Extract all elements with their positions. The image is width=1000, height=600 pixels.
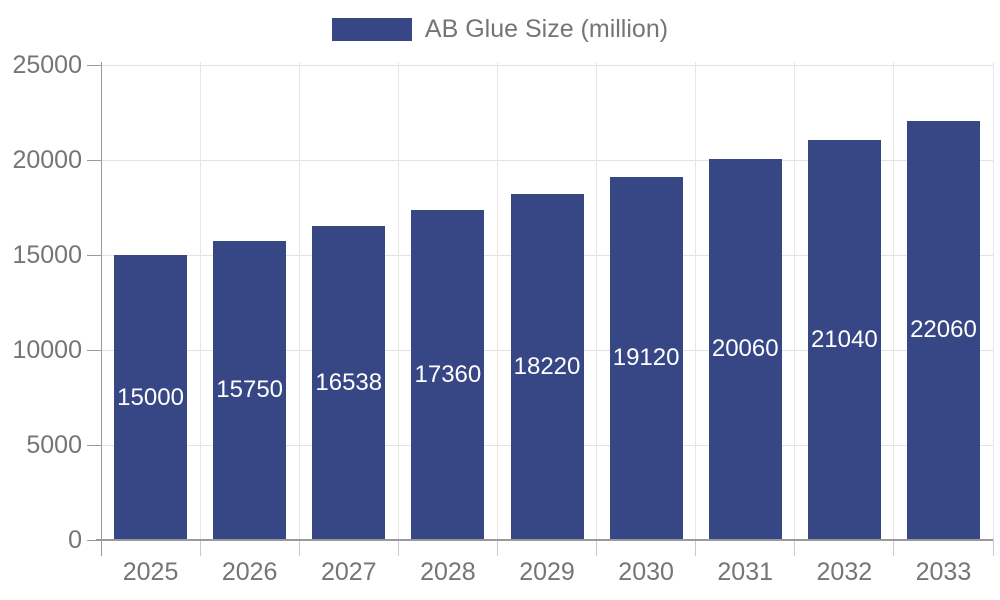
bar-2028: 17360 [411,210,485,540]
v-gridline [695,62,697,540]
y-axis-tick [87,539,101,541]
bar-value-label: 19120 [612,344,680,372]
x-axis-label: 2033 [915,558,972,586]
v-gridline [893,62,895,540]
x-axis-label: 2030 [618,558,674,586]
v-gridline [794,62,796,540]
bar-2033: 22060 [906,120,980,540]
y-axis-tick [87,159,101,161]
x-axis-tick [596,540,598,556]
x-axis-tick [992,540,994,556]
bar-2025: 15000 [114,255,188,540]
bar-value-label: 18220 [513,352,581,380]
y-axis-label: 15000 [12,241,82,269]
bar-2029: 18220 [510,193,584,540]
bar-value-label: 16538 [315,368,383,396]
bar-value-label: 22060 [910,316,977,344]
bar-2031: 20060 [708,158,782,540]
bar-value-label: 17360 [414,361,482,389]
y-axis-tick [87,254,101,256]
x-axis-label: 2032 [816,558,873,586]
y-axis-label: 5000 [26,431,82,459]
x-axis-tick [893,540,895,556]
y-axis-tick [87,349,101,351]
x-axis-tick [695,540,697,556]
y-axis-label: 25000 [12,51,82,79]
x-axis-tick [397,540,399,556]
bar-value-label: 20060 [711,335,779,363]
y-axis-label: 0 [68,526,82,554]
v-gridline [298,62,300,540]
y-axis-label: 10000 [12,336,82,364]
v-gridline [496,62,498,540]
x-axis-label: 2031 [717,558,774,586]
bar-2030: 19120 [609,176,683,540]
bar-2026: 15750 [213,240,287,540]
x-axis-label: 2027 [320,558,377,586]
legend-swatch [331,18,412,41]
bar-value-label: 15000 [117,383,184,411]
y-axis-line [100,62,102,556]
bar-value-label: 21040 [810,326,878,354]
v-gridline [992,62,994,540]
x-axis-label: 2029 [519,558,575,586]
bar-value-label: 15750 [216,376,284,404]
x-axis-label: 2026 [221,558,278,586]
y-axis-tick [87,64,101,66]
x-axis-line [96,539,993,541]
y-axis-tick [87,444,101,446]
v-gridline [596,62,598,540]
x-axis-tick [199,540,201,556]
legend-series-label: AB Glue Size (million) [424,15,669,43]
v-gridline [397,62,399,540]
h-gridline [101,159,993,161]
legend: AB Glue Size (million) [0,16,1000,43]
v-gridline [199,62,201,540]
x-axis-label: 2025 [122,558,179,586]
h-gridline [101,64,993,66]
bar-2027: 16538 [312,225,386,540]
x-axis-label: 2028 [420,558,476,586]
x-axis-tick [496,540,498,556]
bar-2032: 21040 [807,140,881,540]
x-axis-tick [794,540,796,556]
y-axis-label: 20000 [12,146,82,174]
x-axis-tick [298,540,300,556]
